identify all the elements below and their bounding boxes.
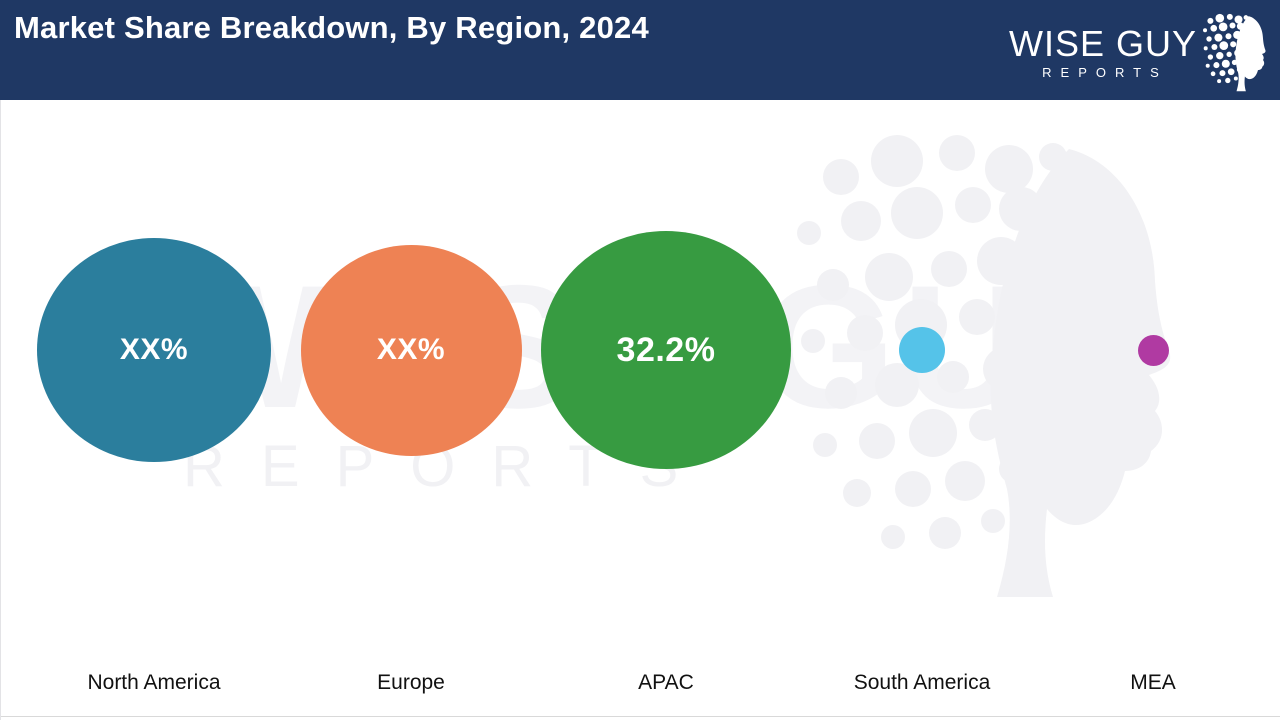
page-title: Market Share Breakdown, By Region, 2024: [14, 10, 649, 45]
category-label-mea: MEA: [1130, 671, 1176, 694]
category-axis-line: [1, 716, 1280, 717]
bubble-chart: XX% North America XX% Europe 32.2% APAC South …: [1, 100, 1280, 720]
brand-logo: WISE GUY REPORTS: [1009, 10, 1266, 92]
category-label-north-america: North America: [87, 671, 221, 694]
category-label-south-america: South America: [853, 671, 991, 694]
category-label-europe: Europe: [377, 671, 445, 694]
brand-logo-text: WISE GUY REPORTS: [1008, 23, 1197, 81]
bubble-europe: XX%: [300, 244, 522, 456]
chart-area: WISE GUY REPORTS XX%North AmericaXX%Euro…: [0, 100, 1280, 720]
bubble-mea: [1137, 334, 1169, 366]
wiseguy-head-icon: [1199, 10, 1266, 92]
logo-tagline: REPORTS: [1042, 65, 1168, 80]
bubble-apac: 32.2%: [541, 231, 791, 469]
header-bar: Market Share Breakdown, By Region, 2024 …: [0, 0, 1280, 100]
bubble-south-america: [899, 327, 945, 373]
bubble-north-america: XX%: [37, 238, 271, 462]
bubble-value-europe: XX%: [376, 333, 446, 366]
bubble-value-apac: 32.2%: [616, 330, 716, 369]
logo-wordmark: WISE GUY: [1008, 23, 1197, 64]
bubble-value-north-america: XX%: [119, 333, 189, 366]
category-label-apac: APAC: [638, 671, 694, 694]
